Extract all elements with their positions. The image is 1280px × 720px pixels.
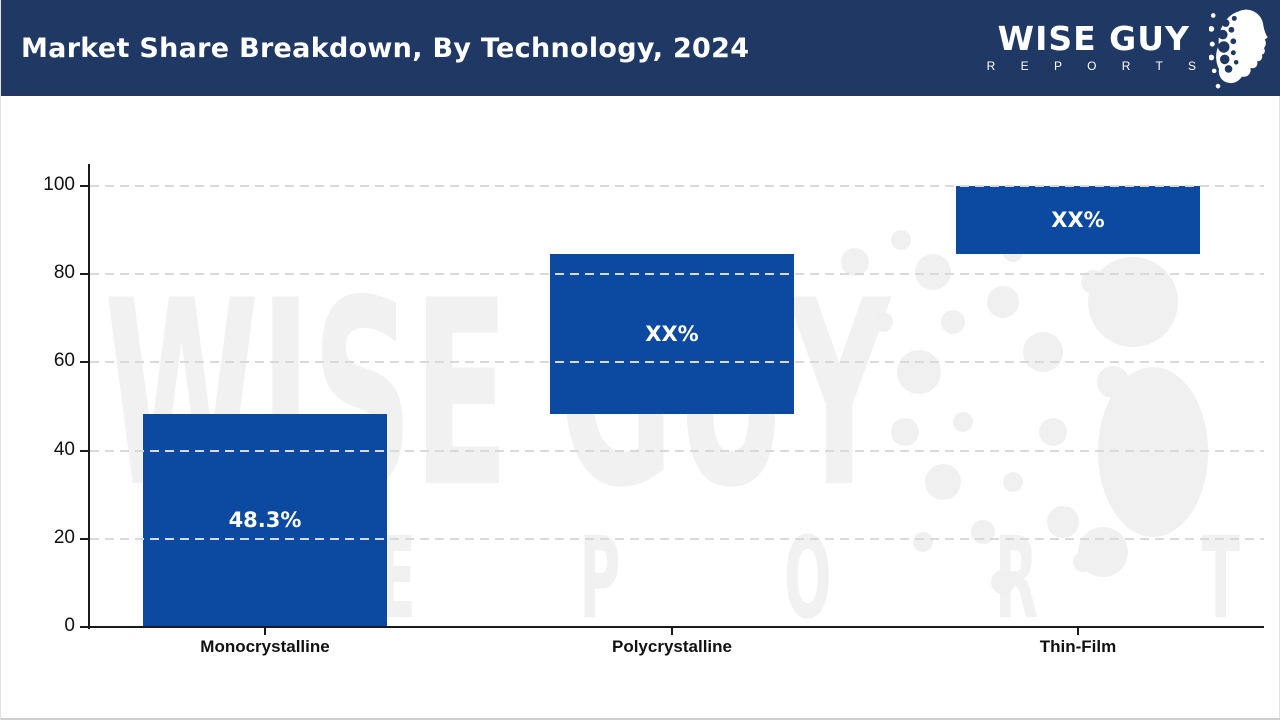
x-axis-label-polycrystalline: Polycrystalline [611, 637, 732, 656]
watermark-head-dots-icon [841, 230, 1208, 594]
y-tick-80 [80, 273, 88, 276]
x-tick-thin-film [1077, 628, 1079, 635]
y-tick-60 [80, 361, 88, 364]
y-tick-label-40: 40 [53, 438, 75, 460]
y-tick-0 [80, 626, 88, 628]
y-tick-label-20: 20 [53, 526, 75, 548]
x-axis-line [88, 626, 1264, 628]
bar-polycrystalline: XX% [550, 254, 794, 414]
bar-monocrystalline: 48.3% [143, 413, 387, 627]
gridline-60 [90, 361, 1264, 364]
y-tick-label-100: 100 [43, 174, 75, 195]
gridline-80 [90, 273, 1264, 276]
bar-value-label-monocrystalline: 48.3% [228, 508, 302, 533]
bottom-border [1, 718, 1280, 720]
y-tick-label-60: 60 [53, 350, 75, 372]
y-tick-label-0: 0 [64, 615, 75, 636]
chart-title: Market Share Breakdown, By Technology, 2… [21, 32, 750, 64]
x-axis-label-monocrystalline: Monocrystalline [200, 637, 330, 656]
y-axis-line [88, 164, 90, 629]
y-tick-label-80: 80 [53, 262, 75, 284]
bar-value-label-thin-film: XX% [1051, 208, 1105, 233]
y-tick-20 [80, 537, 88, 540]
gridline-100 [90, 185, 1264, 187]
gridline-40 [90, 449, 1264, 452]
bar-thin-film: XX% [956, 186, 1200, 255]
bar-value-label-polycrystalline: XX% [645, 322, 699, 347]
x-axis-label-thin-film: Thin-Film [1039, 637, 1117, 656]
logo-head-icon [1209, 9, 1268, 89]
gridline-20 [90, 537, 1264, 540]
logo-wordmark: WISE GUY [997, 19, 1190, 59]
y-tick-100 [80, 185, 88, 187]
x-tick-monocrystalline [264, 628, 266, 635]
y-tick-40 [80, 449, 88, 452]
logo-subtitle: R E P O R T S [986, 58, 1207, 73]
x-tick-polycrystalline [671, 628, 673, 635]
wise-guy-logo: WISE GUY R E P O R T S [981, 4, 1271, 90]
logo-text: WISE GUY R E P O R T S [981, 19, 1207, 73]
header-bar: Market Share Breakdown, By Technology, 2… [1, 0, 1280, 96]
